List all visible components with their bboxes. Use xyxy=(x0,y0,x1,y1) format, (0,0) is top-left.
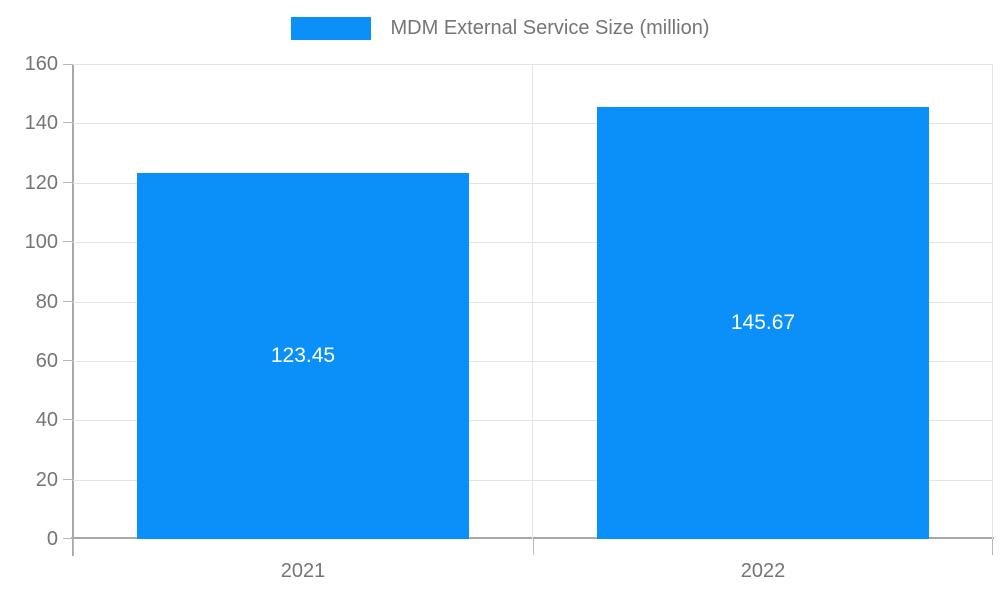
bar-value-label: 123.45 xyxy=(270,343,336,367)
gridline-vertical xyxy=(532,64,533,539)
x-axis-tick xyxy=(992,539,993,555)
y-axis-tick xyxy=(63,241,73,243)
y-axis-line xyxy=(72,64,74,556)
y-axis-tick xyxy=(63,538,73,539)
x-axis-tick xyxy=(73,539,74,555)
gridline-horizontal xyxy=(73,64,993,65)
y-axis-tick xyxy=(63,359,73,361)
bar[interactable] xyxy=(137,172,469,539)
legend: MDM External Service Size (million) xyxy=(0,17,1000,40)
gridline-horizontal xyxy=(73,360,993,362)
y-axis-tick-label: 80 xyxy=(35,290,58,313)
y-axis-tick xyxy=(63,122,73,124)
gridline-horizontal xyxy=(73,123,993,125)
y-axis-tick xyxy=(63,300,73,302)
y-axis-tick-label: 100 xyxy=(24,231,58,254)
y-axis-tick-label: 20 xyxy=(35,468,58,491)
y-axis-tick-label: 120 xyxy=(24,171,58,194)
gridline-vertical xyxy=(992,64,993,539)
plot-area: 123.45 2021 145.67 2022 xyxy=(63,64,994,582)
x-axis-label: 2021 xyxy=(280,560,326,582)
y-axis-tick-label: 60 xyxy=(35,349,58,372)
gridline-horizontal xyxy=(73,182,993,184)
y-axis-tick-label: 140 xyxy=(24,112,58,135)
y-axis-tick xyxy=(63,64,73,65)
y-axis-tick-label: 0 xyxy=(46,528,58,550)
legend-item[interactable]: MDM External Service Size (million) xyxy=(290,17,710,40)
y-axis-labels: 0 20 40 60 80 100 120 140 160 xyxy=(0,53,58,550)
y-axis-tick xyxy=(63,478,73,480)
y-axis-tick-label: 160 xyxy=(24,53,58,75)
y-axis-tick-label: 40 xyxy=(35,409,58,432)
y-axis-tick xyxy=(63,419,73,421)
y-axis-tick xyxy=(63,181,73,183)
bar[interactable] xyxy=(597,106,929,539)
x-axis-label: 2022 xyxy=(740,560,786,582)
legend-swatch xyxy=(290,17,371,40)
gridline-horizontal xyxy=(73,242,993,244)
gridline-horizontal xyxy=(73,479,993,481)
gridline-horizontal xyxy=(73,301,993,303)
gridline-horizontal xyxy=(73,420,993,422)
legend-label: MDM External Service Size (million) xyxy=(390,17,710,39)
x-axis-tick xyxy=(533,539,534,555)
bar-value-label: 145.67 xyxy=(730,310,796,334)
